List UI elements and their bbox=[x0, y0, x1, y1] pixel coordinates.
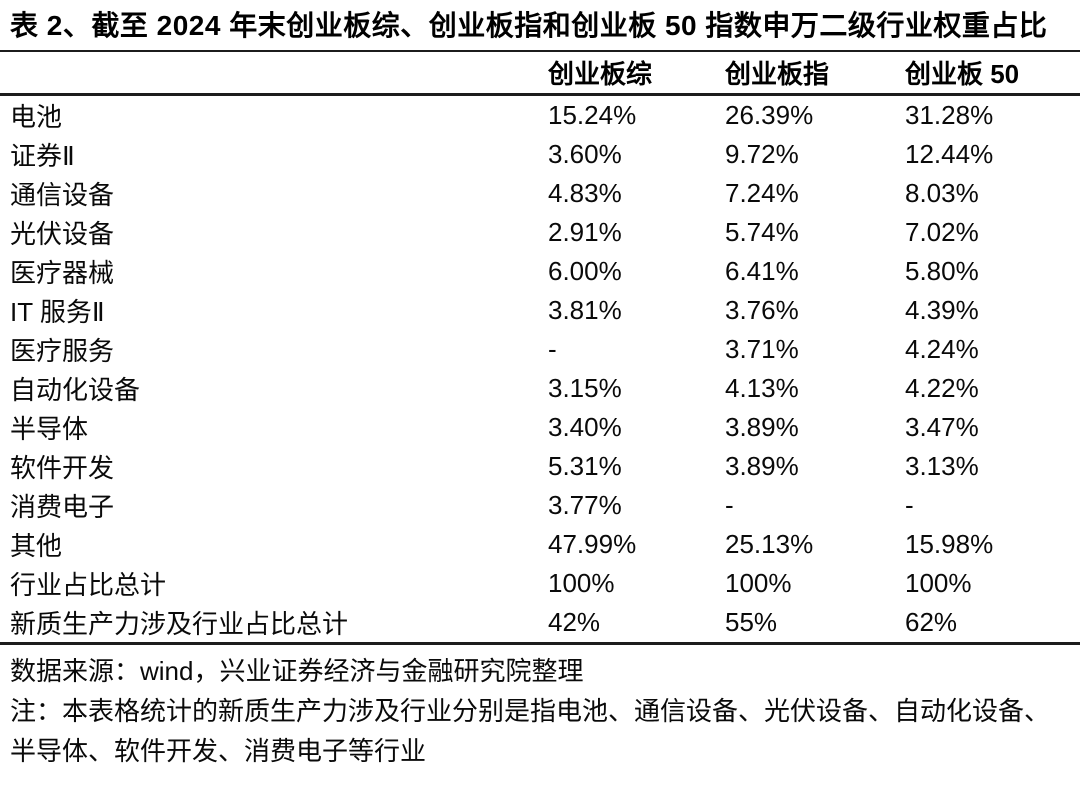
weight-value: 3.15% bbox=[548, 373, 622, 403]
weight-value: 15.24% bbox=[548, 100, 637, 130]
industry-label: 其他 bbox=[10, 531, 63, 561]
weight-value: 4.83% bbox=[548, 178, 622, 208]
industry-label: 医疗服务 bbox=[10, 336, 115, 366]
table-row: 半导体 3.40% 3.89% 3.47% bbox=[0, 408, 1080, 447]
column-header-chinext-index: 创业板指 bbox=[725, 51, 905, 96]
weight-value: 5.31% bbox=[548, 451, 622, 481]
table-row: 医疗服务 - 3.71% 4.24% bbox=[0, 330, 1080, 369]
industry-label: 通信设备 bbox=[10, 180, 115, 210]
column-header-chinext-50: 创业板 50 bbox=[905, 51, 1080, 96]
weight-value: 5.74% bbox=[725, 217, 799, 247]
table-row: IT 服务Ⅱ 3.81% 3.76% 4.39% bbox=[0, 291, 1080, 330]
table-footer: 数据来源：wind，兴业证券经济与金融研究院整理 注：本表格统计的新质生产力涉及… bbox=[0, 653, 1080, 771]
industry-label: 证券Ⅱ bbox=[10, 141, 75, 171]
industry-label: 自动化设备 bbox=[10, 375, 141, 405]
weight-value: 3.60% bbox=[548, 139, 622, 169]
weight-value: 4.24% bbox=[905, 334, 979, 364]
weight-value: 26.39% bbox=[725, 100, 814, 130]
weight-value: 6.41% bbox=[725, 256, 799, 286]
weight-value: 3.81% bbox=[548, 295, 622, 325]
weight-value: 5.80% bbox=[905, 256, 979, 286]
column-header-chinext-composite: 创业板综 bbox=[548, 51, 725, 96]
table-row: 电池 15.24% 26.39% 31.28% bbox=[0, 95, 1080, 136]
weight-value: 55% bbox=[725, 603, 905, 645]
table-row: 软件开发 5.31% 3.89% 3.13% bbox=[0, 447, 1080, 486]
weight-value: 3.71% bbox=[725, 334, 799, 364]
industry-label: 电池 bbox=[10, 102, 63, 132]
table-row: 消费电子 3.77% - - bbox=[0, 486, 1080, 525]
weight-value: 3.77% bbox=[548, 490, 622, 520]
weight-value: 4.39% bbox=[905, 295, 979, 325]
weight-value: 100% bbox=[905, 568, 972, 598]
weight-value: 47.99% bbox=[548, 529, 637, 559]
table-row: 通信设备 4.83% 7.24% 8.03% bbox=[0, 174, 1080, 213]
table-row: 其他 47.99% 25.13% 15.98% bbox=[0, 525, 1080, 564]
weight-value: 15.98% bbox=[905, 529, 994, 559]
weight-value: 25.13% bbox=[725, 529, 814, 559]
weight-value: 3.89% bbox=[725, 412, 799, 442]
industry-weight-table: 创业板综 创业板指 创业板 50 电池 15.24% 26.39% 31.28% 证券Ⅱ… bbox=[0, 50, 1080, 645]
weight-value: 7.02% bbox=[905, 217, 979, 247]
industry-label: IT 服务Ⅱ bbox=[10, 297, 105, 327]
table-header-row: 创业板综 创业板指 创业板 50 bbox=[0, 51, 1080, 96]
data-source-note: 数据来源：wind，兴业证券经济与金融研究院整理 bbox=[10, 656, 584, 686]
table-body: 电池 15.24% 26.39% 31.28% 证券Ⅱ 3.60% 9.72% 12.44% 通… bbox=[0, 95, 1080, 645]
table-row: 光伏设备 2.91% 5.74% 7.02% bbox=[0, 213, 1080, 252]
weight-value: 4.22% bbox=[905, 373, 979, 403]
weight-value: 3.47% bbox=[905, 412, 979, 442]
weight-value: - bbox=[905, 490, 914, 520]
industry-label: 消费电子 bbox=[10, 492, 115, 522]
industry-label: 软件开发 bbox=[10, 453, 115, 483]
weight-value: 6.00% bbox=[548, 256, 622, 286]
weight-value: 2.91% bbox=[548, 217, 622, 247]
industry-label: 光伏设备 bbox=[10, 219, 115, 249]
weight-value: 3.13% bbox=[905, 451, 979, 481]
table-row: 证券Ⅱ 3.60% 9.72% 12.44% bbox=[0, 135, 1080, 174]
weight-value: 42% bbox=[548, 603, 725, 645]
weight-value: 31.28% bbox=[905, 100, 994, 130]
weight-value: 3.89% bbox=[725, 451, 799, 481]
weight-value: 3.76% bbox=[725, 295, 799, 325]
table-note: 注：本表格统计的新质生产力涉及行业分别是指电池、通信设备、光伏设备、自动化设备、… bbox=[10, 696, 1051, 766]
table-row: 新质生产力涉及行业占比总计 42% 55% 62% bbox=[0, 603, 1080, 645]
industry-label: 医疗器械 bbox=[10, 258, 115, 288]
weight-value: 3.40% bbox=[548, 412, 622, 442]
table-row: 自动化设备 3.15% 4.13% 4.22% bbox=[0, 369, 1080, 408]
weight-value: 62% bbox=[905, 603, 1080, 645]
weight-value: 4.13% bbox=[725, 373, 799, 403]
weight-value: 100% bbox=[548, 568, 615, 598]
weight-value: - bbox=[725, 490, 734, 520]
weight-value: 7.24% bbox=[725, 178, 799, 208]
industry-label: 半导体 bbox=[10, 414, 89, 444]
industry-label: 行业占比总计 bbox=[10, 570, 167, 600]
column-header-industry bbox=[0, 51, 548, 96]
weight-value: 8.03% bbox=[905, 178, 979, 208]
table-title: 表 2、截至 2024 年末创业板综、创业板指和创业板 50 指数申万二级行业权… bbox=[10, 10, 1048, 41]
weight-value: - bbox=[548, 334, 557, 364]
weight-value: 100% bbox=[725, 568, 792, 598]
weight-value: 9.72% bbox=[725, 139, 799, 169]
weight-value: 12.44% bbox=[905, 139, 994, 169]
table-row: 行业占比总计 100% 100% 100% bbox=[0, 564, 1080, 603]
industry-label: 新质生产力涉及行业占比总计 bbox=[0, 603, 548, 645]
table-row: 医疗器械 6.00% 6.41% 5.80% bbox=[0, 252, 1080, 291]
